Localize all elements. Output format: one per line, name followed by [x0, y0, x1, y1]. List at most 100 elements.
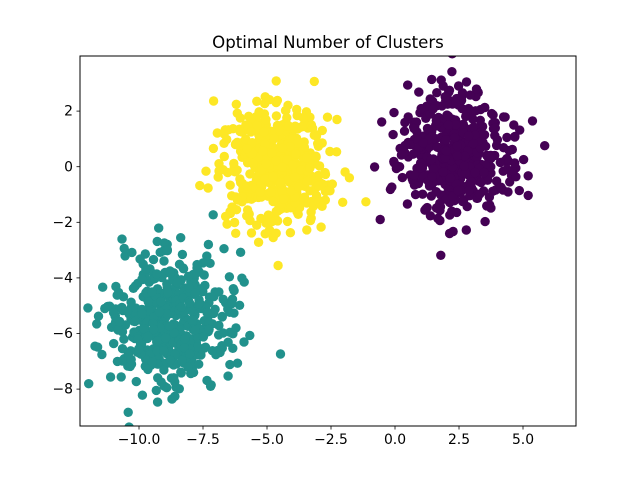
scatter-point: [441, 135, 451, 145]
scatter-point: [400, 140, 410, 151]
scatter-point: [234, 300, 245, 310]
scatter-point: [124, 422, 134, 426]
scatter-point: [177, 249, 188, 260]
scatter-point: [228, 329, 238, 339]
scatter-point: [119, 334, 129, 344]
scatter-point: [426, 191, 436, 201]
scatter-point: [285, 228, 296, 238]
y-tick-label: 2: [64, 104, 73, 120]
scatter-point: [448, 56, 457, 59]
scatter-point: [418, 138, 428, 148]
scatter-point: [117, 302, 127, 313]
scatter-point: [108, 308, 119, 318]
scatter-point: [500, 112, 510, 122]
scatter-point: [459, 161, 469, 171]
scatter-point: [225, 359, 235, 370]
y-tick-label: −4: [53, 270, 74, 286]
scatter-point: [440, 92, 450, 102]
scatter-point: [505, 177, 515, 187]
scatter-point: [130, 316, 140, 327]
scatter-point: [509, 120, 519, 130]
scatter-point: [504, 145, 514, 156]
scatter-point: [449, 132, 460, 143]
scatter-point: [302, 153, 312, 163]
scatter-point: [468, 114, 478, 124]
scatter-point: [488, 110, 498, 120]
scatter-point: [219, 138, 229, 148]
y-tick-label: 0: [64, 159, 73, 175]
y-axis: 2 0 −2 −4 −6 −8: [53, 104, 80, 398]
scatter-point: [207, 346, 218, 356]
scatter-point: [163, 287, 173, 298]
x-tick-label: 5.0: [512, 432, 534, 448]
scatter-point: [458, 196, 468, 207]
scatter-point: [128, 283, 139, 293]
scatter-point: [135, 254, 145, 264]
scatter-point: [92, 342, 103, 352]
scatter-point: [427, 74, 437, 85]
scatter-point: [177, 355, 187, 366]
scatter-point: [527, 116, 538, 126]
scatter-point: [159, 365, 169, 375]
scatter-point: [417, 189, 428, 199]
scatter-point: [260, 174, 270, 184]
scatter-point: [203, 239, 214, 250]
scatter-point: [98, 282, 108, 292]
x-tick-label: −7.5: [186, 432, 220, 448]
scatter-point: [239, 337, 249, 347]
scatter-point: [452, 207, 462, 218]
scatter-point: [432, 88, 442, 98]
y-tick-label: −6: [53, 326, 73, 342]
scatter-point: [223, 167, 233, 178]
scatter-point: [389, 107, 399, 118]
scatter-point: [149, 324, 159, 335]
scatter-point: [113, 287, 124, 298]
scatter-point: [448, 226, 458, 237]
scatter-point: [261, 158, 271, 169]
scatter-point: [453, 81, 464, 91]
scatter-point: [143, 331, 153, 342]
scatter-point: [143, 297, 153, 307]
scatter-point: [445, 173, 456, 183]
scatter-point: [201, 166, 211, 176]
scatter-point: [147, 357, 158, 367]
scatter-point: [254, 107, 264, 117]
scatter-point: [451, 120, 461, 130]
scatter-point: [252, 120, 262, 131]
scatter-point: [152, 236, 162, 247]
scatter-point: [206, 380, 216, 390]
scatter-point: [92, 319, 102, 329]
scatter-point: [293, 209, 303, 219]
scatter-point: [172, 277, 183, 288]
scatter-point: [227, 299, 237, 309]
scatter-point: [190, 288, 200, 298]
scatter-point: [134, 344, 144, 354]
scatter-point: [388, 129, 398, 140]
scatter-point: [266, 187, 276, 197]
scatter-point: [436, 75, 446, 85]
scatter-point: [176, 233, 186, 243]
scatter-point: [510, 158, 520, 168]
scatter-point: [197, 283, 207, 294]
scatter-point: [285, 142, 295, 152]
scatter-point: [375, 214, 385, 225]
x-tick-label: 0.0: [384, 432, 406, 448]
scatter-point: [199, 270, 209, 280]
scatter-point: [176, 302, 187, 312]
scatter-point: [255, 187, 265, 197]
scatter-point: [152, 397, 163, 407]
scatter-point: [259, 127, 269, 137]
scatter-point: [159, 346, 169, 356]
scatter-point: [298, 113, 308, 123]
scatter-point: [232, 195, 243, 205]
scatter-point: [317, 201, 327, 211]
scatter-point: [431, 203, 442, 213]
scatter-point: [344, 173, 355, 183]
chart-title: Optimal Number of Clusters: [212, 33, 444, 52]
scatter-point: [264, 95, 275, 105]
scatter-point: [245, 330, 255, 341]
scatter-point: [273, 126, 284, 136]
scatter-point: [185, 349, 195, 359]
scatter-point: [154, 223, 164, 233]
